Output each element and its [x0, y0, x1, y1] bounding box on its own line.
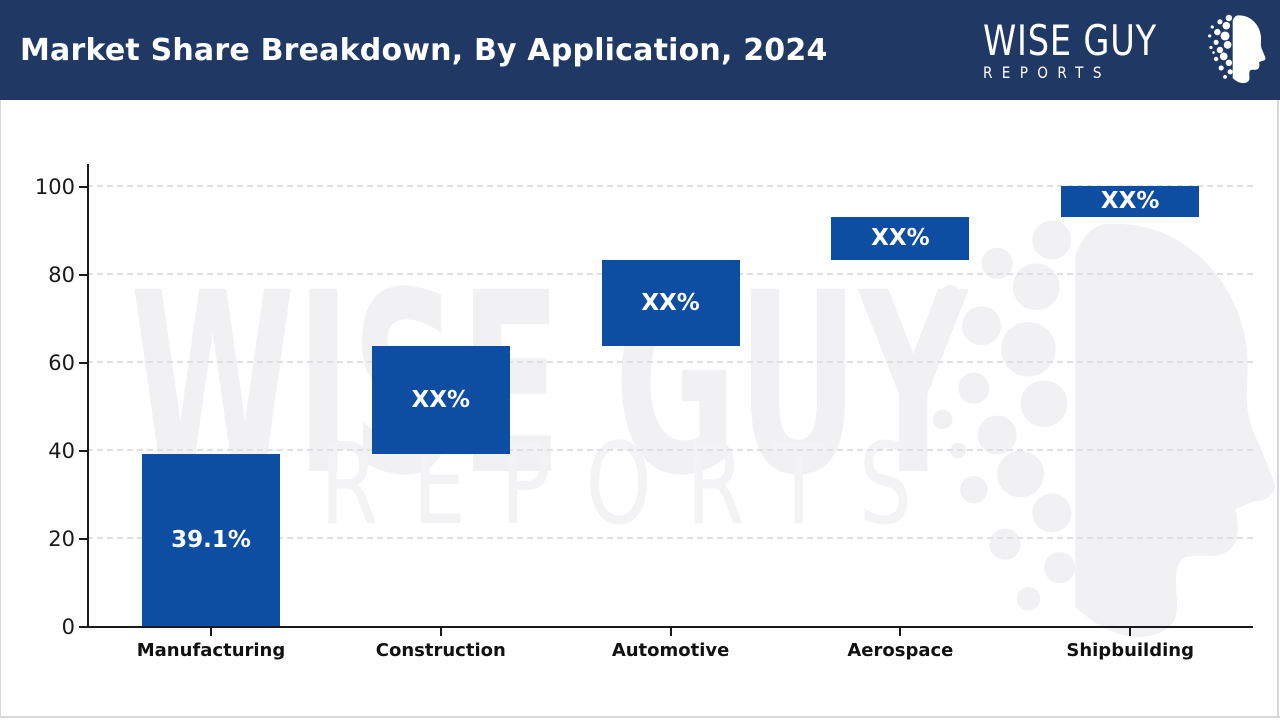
- y-tick-label: 80: [48, 263, 75, 287]
- page-title: Market Share Breakdown, By Application, …: [20, 32, 828, 68]
- category-label: Manufacturing: [136, 640, 286, 661]
- brand-head-icon: [1208, 14, 1266, 84]
- bar-value-label: 39.1%: [171, 526, 251, 553]
- brand-name: WISE GUY: [982, 15, 1157, 65]
- x-tick: [899, 628, 902, 636]
- watermark-head-icon: [925, 220, 1275, 638]
- card-border-right: [1277, 100, 1279, 717]
- y-tick-label: 40: [48, 439, 75, 463]
- brand-logo: WISE GUY REPORTS: [983, 10, 1266, 90]
- y-tick: [79, 450, 87, 452]
- brand-logo-text: WISE GUY REPORTS: [982, 15, 1200, 82]
- card-border-bottom: [0, 716, 1280, 718]
- x-tick: [1129, 628, 1132, 636]
- report-header: Market Share Breakdown, By Application, …: [0, 0, 1280, 100]
- y-gridline: [87, 449, 1253, 451]
- bar-value-label: XX%: [1100, 188, 1160, 215]
- y-gridline: [87, 361, 1253, 363]
- y-tick: [79, 274, 87, 276]
- bar-value-label: XX%: [641, 290, 700, 317]
- y-tick: [79, 626, 87, 628]
- y-tick: [79, 362, 87, 364]
- y-tick-label: 20: [48, 527, 75, 551]
- bar-segment: XX%: [601, 259, 740, 347]
- x-tick: [439, 628, 442, 636]
- category-label: Automotive: [611, 640, 730, 661]
- y-tick-label: 60: [48, 351, 75, 375]
- bar-segment: 39.1%: [142, 453, 280, 626]
- y-tick-label: 0: [61, 615, 75, 639]
- bar-segment: XX%: [831, 216, 970, 260]
- category-label: Aerospace: [847, 640, 954, 661]
- y-axis-line: [87, 164, 89, 628]
- y-tick: [79, 538, 87, 540]
- card-border-left: [0, 100, 1, 717]
- bar-segment: XX%: [1061, 186, 1200, 217]
- bar-value-label: XX%: [871, 225, 930, 252]
- x-tick: [669, 628, 672, 636]
- y-gridline: [87, 537, 1253, 539]
- y-tick: [79, 186, 87, 188]
- category-label: Construction: [375, 640, 506, 661]
- x-axis-line: [87, 626, 1253, 628]
- brand-subname: REPORTS: [982, 62, 1111, 82]
- y-gridline: [87, 185, 1253, 187]
- bar-value-label: XX%: [411, 387, 471, 414]
- y-tick-label: 100: [34, 175, 75, 199]
- category-label: Shipbuilding: [1066, 640, 1194, 661]
- bar-segment: XX%: [371, 346, 510, 454]
- x-tick: [210, 628, 212, 636]
